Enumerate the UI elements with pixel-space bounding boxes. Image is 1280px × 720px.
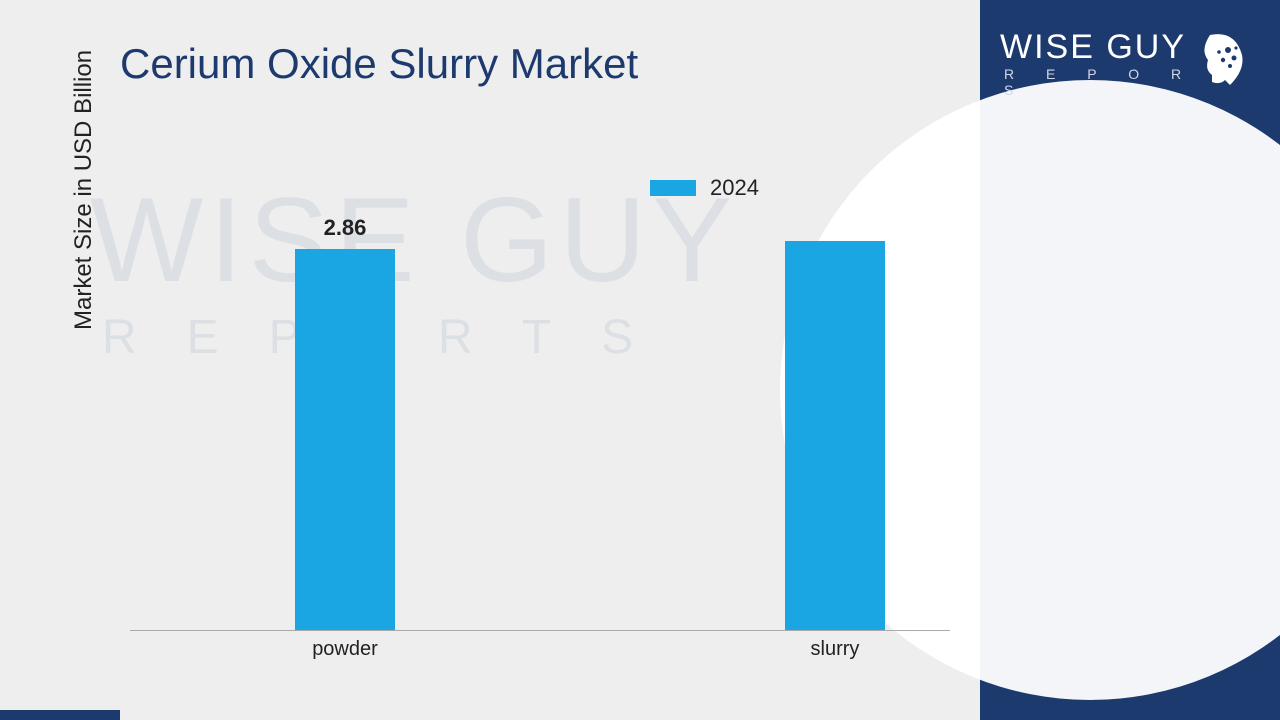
y-axis-label: Market Size in USD Billion (70, 50, 98, 330)
bar-chart: 2024 powder2.86slurry (130, 160, 950, 660)
bottom-accent-bar (0, 710, 120, 720)
category-label: powder (295, 638, 395, 661)
chart-title: Cerium Oxide Slurry Market (120, 40, 638, 88)
legend: 2024 (650, 175, 759, 201)
bar-slurry (785, 241, 885, 630)
legend-swatch (650, 180, 696, 196)
brand-logo: WISE GUY R E P O R T S (1000, 30, 1250, 98)
plot-area: powder2.86slurry (130, 230, 950, 631)
category-label: slurry (785, 638, 885, 661)
head-profile-icon (1190, 30, 1250, 90)
bar-powder (295, 249, 395, 630)
bar-value-label: 2.86 (295, 215, 395, 241)
stage: WISE GUY REPORTS WISE GUY R E P O R T S … (0, 0, 1280, 720)
legend-label: 2024 (710, 175, 759, 201)
